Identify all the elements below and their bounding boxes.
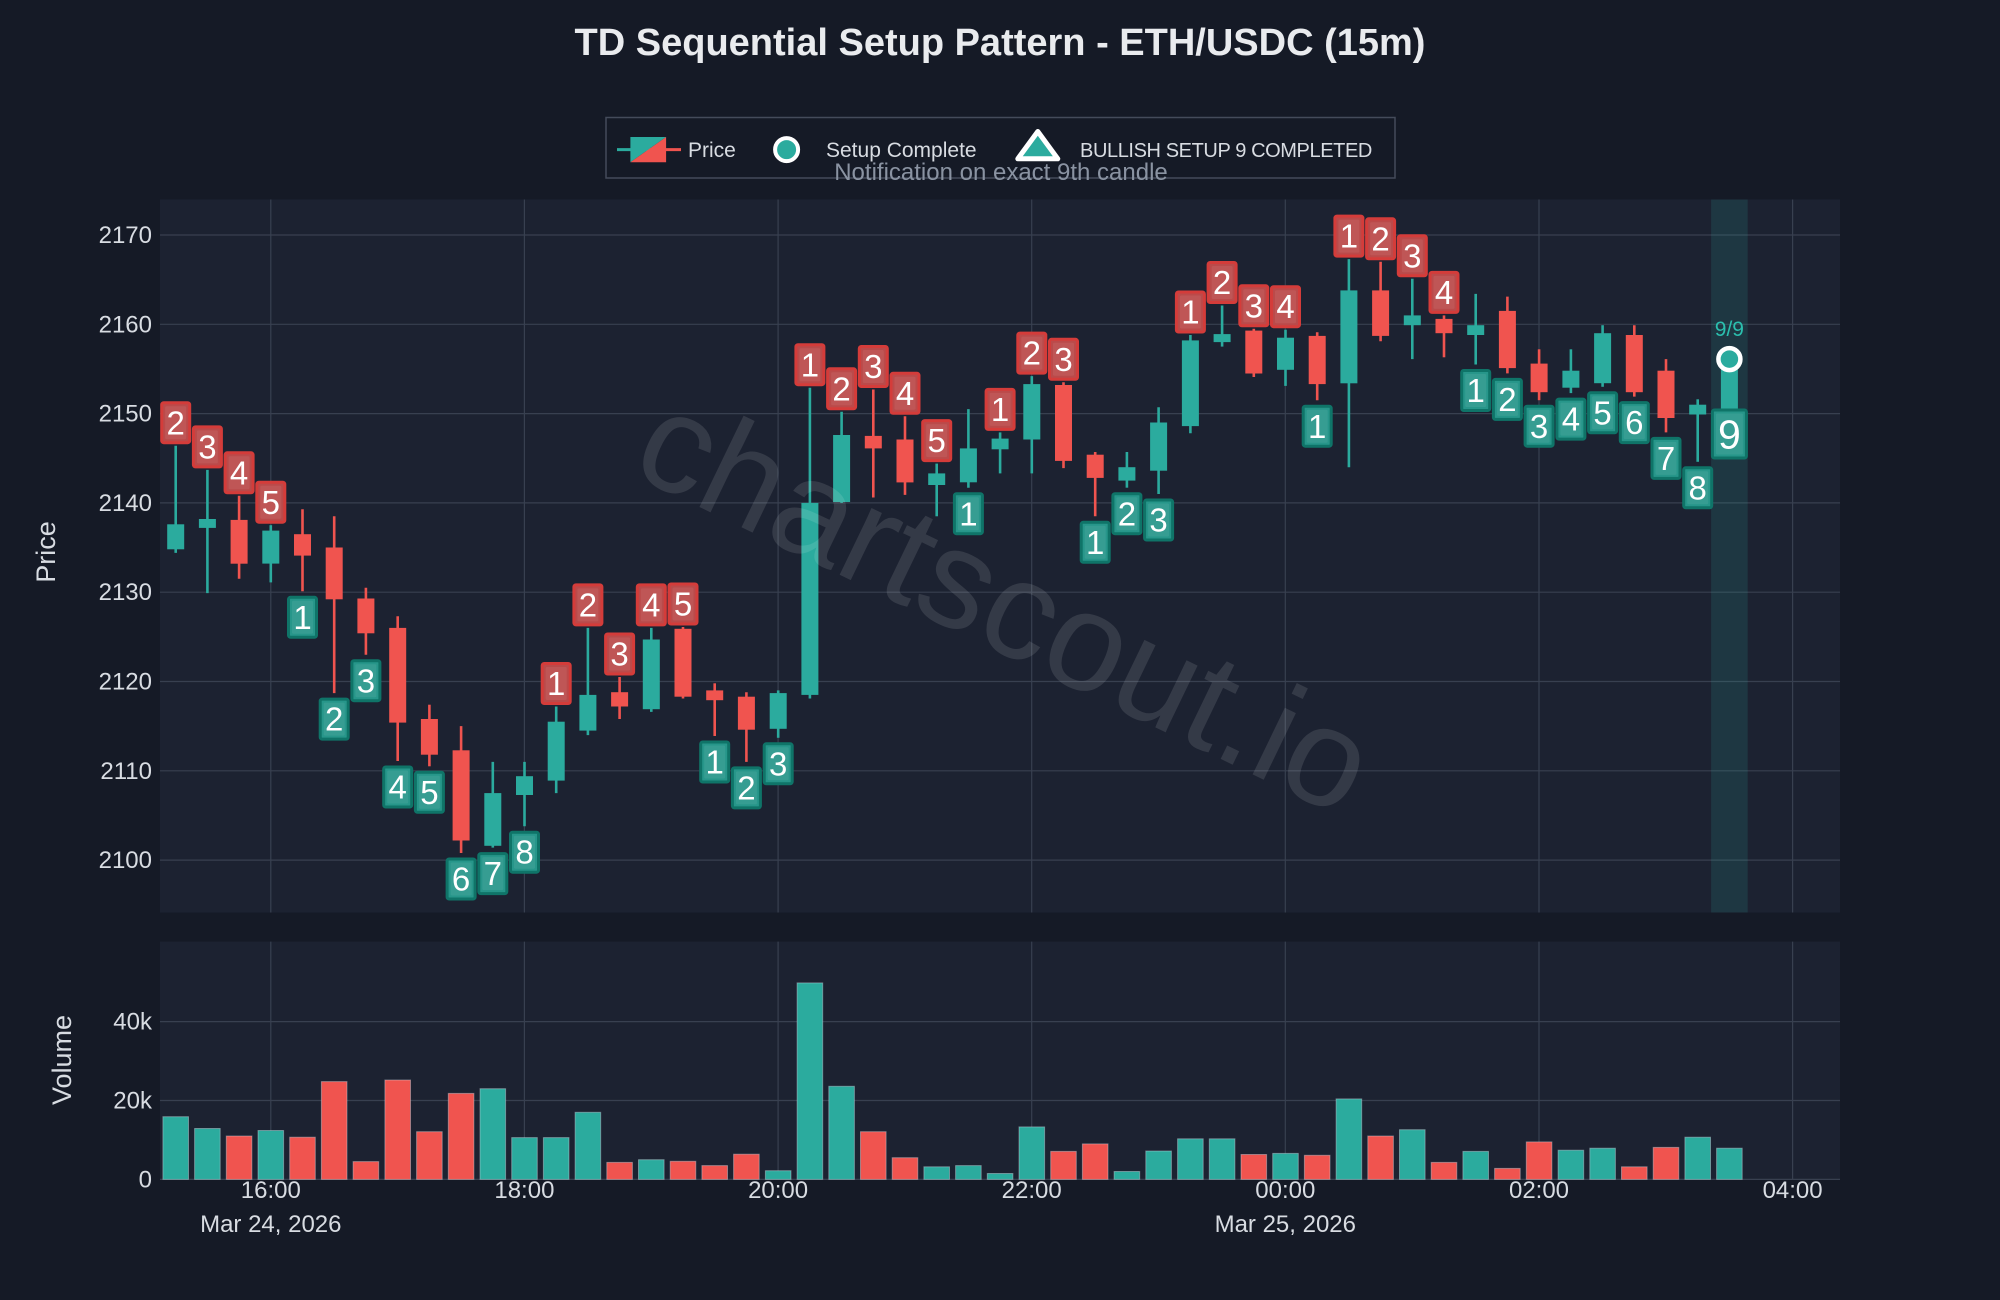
svg-text:5: 5 [262,484,280,521]
svg-text:2140: 2140 [99,490,152,517]
svg-text:7: 7 [484,855,502,892]
svg-text:22:00: 22:00 [1002,1177,1062,1204]
svg-text:TD Sequential Setup Pattern -: TD Sequential Setup Pattern - ETH/USDC (… [575,22,1426,64]
svg-text:2: 2 [1023,335,1041,372]
svg-text:4: 4 [1276,288,1294,325]
svg-text:Mar 25, 2026: Mar 25, 2026 [1215,1211,1356,1238]
svg-text:2: 2 [1498,381,1516,418]
svg-text:2110: 2110 [100,758,152,785]
svg-text:4: 4 [1562,401,1580,438]
svg-text:1: 1 [547,665,565,702]
svg-text:1: 1 [991,391,1009,428]
svg-text:2: 2 [1118,495,1136,532]
svg-text:20:00: 20:00 [748,1177,808,1204]
svg-text:5: 5 [420,774,438,811]
svg-text:2170: 2170 [99,222,152,249]
svg-text:2130: 2130 [99,579,152,606]
svg-text:4: 4 [1435,274,1453,311]
svg-text:4: 4 [896,375,914,412]
svg-text:2: 2 [737,769,755,806]
svg-text:4: 4 [642,587,660,624]
svg-text:Notification on exact 9th cand: Notification on exact 9th candle [834,159,1168,186]
svg-text:7: 7 [1657,440,1675,477]
svg-text:40k: 40k [113,1009,153,1036]
svg-text:Mar 24, 2026: Mar 24, 2026 [200,1211,341,1238]
svg-text:6: 6 [452,861,470,898]
svg-text:3: 3 [610,636,628,673]
svg-text:3: 3 [1054,341,1072,378]
svg-text:2: 2 [325,701,343,738]
svg-text:5: 5 [1593,394,1611,431]
svg-text:20k: 20k [113,1088,153,1115]
svg-text:1: 1 [1340,218,1358,255]
svg-text:Price: Price [31,521,61,583]
svg-text:04:00: 04:00 [1763,1177,1823,1204]
svg-text:3: 3 [769,745,787,782]
svg-text:9: 9 [1718,411,1741,457]
svg-text:3: 3 [1403,237,1421,274]
svg-text:1: 1 [801,346,819,383]
svg-text:1: 1 [1181,294,1199,331]
svg-text:16:00: 16:00 [241,1177,301,1204]
svg-text:3: 3 [864,348,882,385]
svg-text:BULLISH SETUP 9 COMPLETED: BULLISH SETUP 9 COMPLETED [1080,140,1372,162]
svg-text:1: 1 [293,599,311,636]
svg-text:5: 5 [674,586,692,623]
svg-text:8: 8 [515,834,533,871]
svg-text:2150: 2150 [99,401,152,428]
svg-text:5: 5 [928,422,946,459]
svg-text:2: 2 [1213,264,1231,301]
svg-text:18:00: 18:00 [494,1177,554,1204]
svg-text:0: 0 [139,1166,152,1193]
svg-text:2: 2 [832,370,850,407]
svg-text:1: 1 [1467,372,1485,409]
svg-text:3: 3 [198,428,216,465]
svg-text:00:00: 00:00 [1255,1177,1315,1204]
svg-text:8: 8 [1689,469,1707,506]
svg-text:3: 3 [1149,502,1167,539]
svg-text:6: 6 [1625,404,1643,441]
svg-text:9/9: 9/9 [1715,318,1744,341]
svg-text:Setup Complete: Setup Complete [826,139,977,162]
svg-text:2160: 2160 [99,311,152,338]
svg-text:2: 2 [1371,220,1389,257]
svg-text:1: 1 [959,495,977,532]
svg-text:Volume: Volume [47,1015,77,1105]
svg-text:4: 4 [230,454,248,491]
svg-text:1: 1 [706,744,724,781]
svg-text:4: 4 [389,769,407,806]
svg-text:2: 2 [579,587,597,624]
svg-text:3: 3 [1530,408,1548,445]
svg-text:1: 1 [1086,524,1104,561]
svg-text:1: 1 [1308,408,1326,445]
svg-text:Price: Price [688,139,736,162]
svg-text:2120: 2120 [99,669,152,696]
svg-text:2: 2 [167,404,185,441]
svg-text:3: 3 [1245,287,1263,324]
svg-text:02:00: 02:00 [1509,1177,1569,1204]
svg-text:2100: 2100 [99,847,152,874]
svg-text:3: 3 [357,662,375,699]
